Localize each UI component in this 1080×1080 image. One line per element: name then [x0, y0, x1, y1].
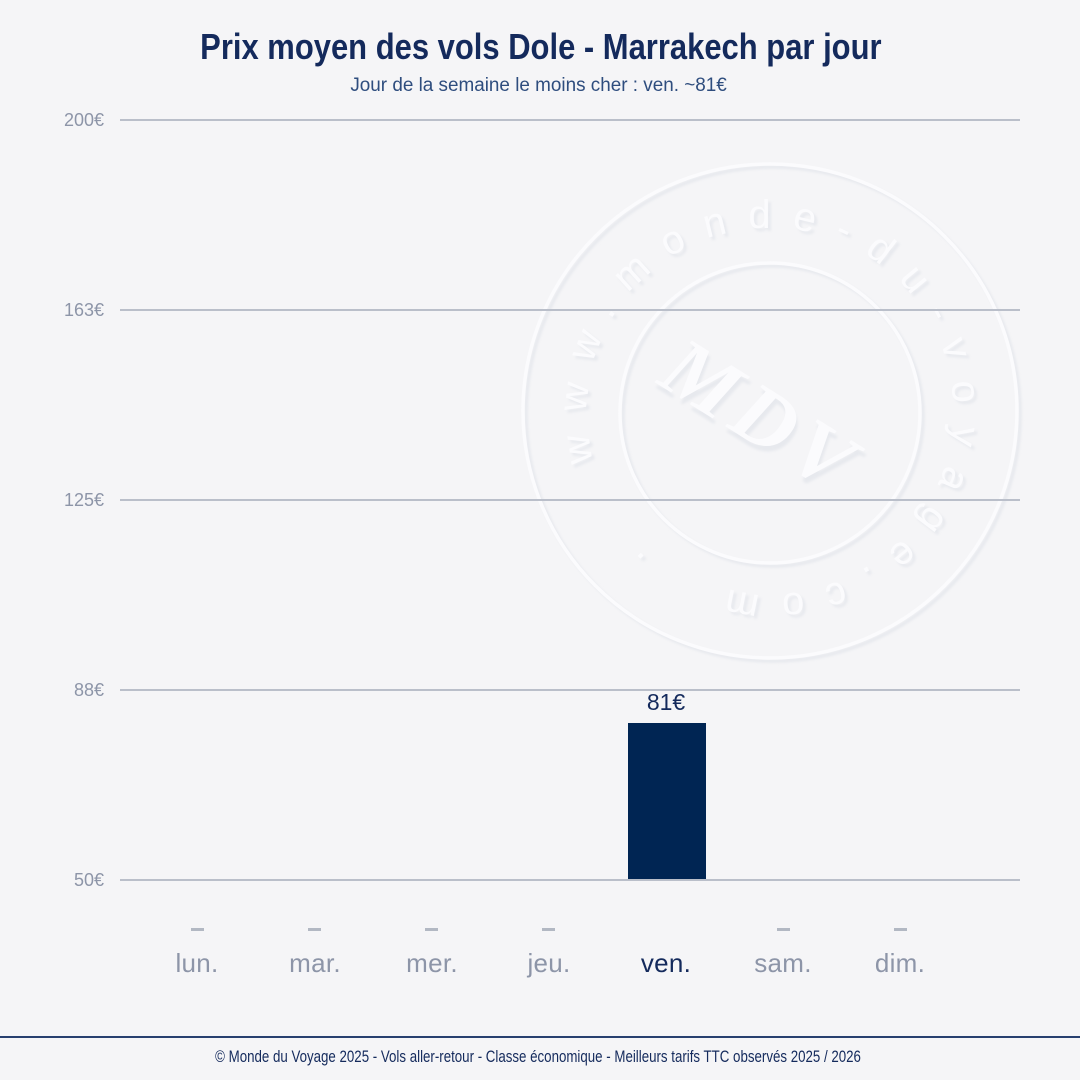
svg-text:MDV: MDV	[644, 319, 878, 513]
